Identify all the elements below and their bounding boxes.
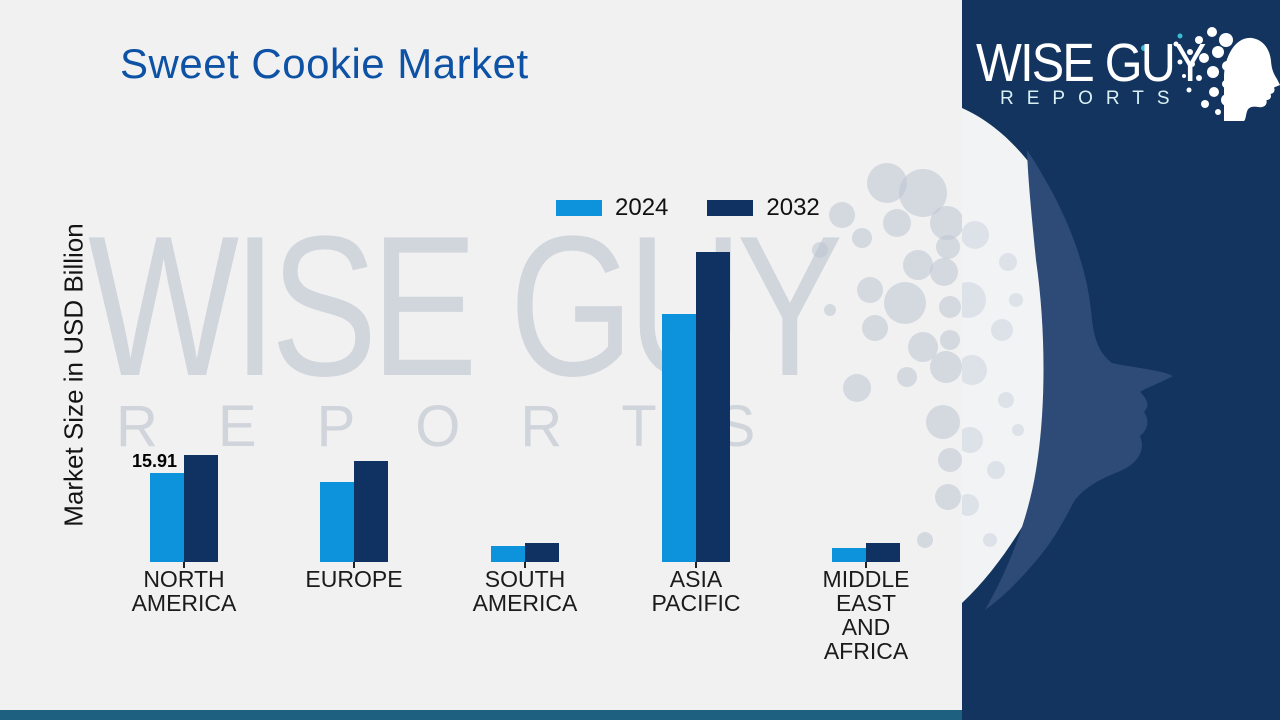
legend-item: 2024 <box>556 194 668 222</box>
footer-bar <box>0 710 1280 720</box>
bar-2032-2 <box>525 543 559 562</box>
bar-2024-1 <box>320 482 354 562</box>
bar-2032-1 <box>354 461 388 562</box>
bar-2032-0 <box>184 455 218 562</box>
y-axis-label: Market Size in USD Billion <box>58 223 89 527</box>
category-tick <box>183 562 185 568</box>
legend-label: 2024 <box>615 194 669 221</box>
logo-reports-text: REPORTS <box>1000 88 1183 109</box>
bar-2024-4 <box>832 548 866 562</box>
category-label: NORTH AMERICA <box>131 566 237 616</box>
bar-2032-4 <box>866 543 900 562</box>
page-title: Sweet Cookie Market <box>120 40 529 87</box>
category-tick <box>865 562 867 568</box>
category-label: SOUTH AMERICA <box>472 566 578 616</box>
legend-swatch-2024 <box>556 200 602 216</box>
logo-wiseguy-text: WISE GUY <box>976 33 1206 93</box>
bar-2024-0 <box>150 473 184 562</box>
face-silhouette-icon <box>985 150 1173 610</box>
category-label: EUROPE <box>305 566 403 592</box>
category-tick <box>353 562 355 568</box>
category-label: MIDDLE EAST AND AFRICA <box>822 566 910 664</box>
chart-legend: 2024 2032 <box>556 194 820 222</box>
legend-swatch-2032 <box>707 200 754 216</box>
legend-item: 2032 <box>707 194 820 222</box>
category-tick <box>695 562 697 568</box>
brand-circle <box>962 108 1086 603</box>
category-tick <box>524 562 526 568</box>
legend-label: 2032 <box>766 194 820 221</box>
bar-2024-2 <box>491 546 525 562</box>
brand-circle-spots <box>962 221 1024 547</box>
watermark-wiseguy-text: WISE GUY <box>88 195 843 418</box>
category-label: ASIA PACIFIC <box>651 566 741 616</box>
watermark-reports-text: REPORTS <box>116 394 816 459</box>
